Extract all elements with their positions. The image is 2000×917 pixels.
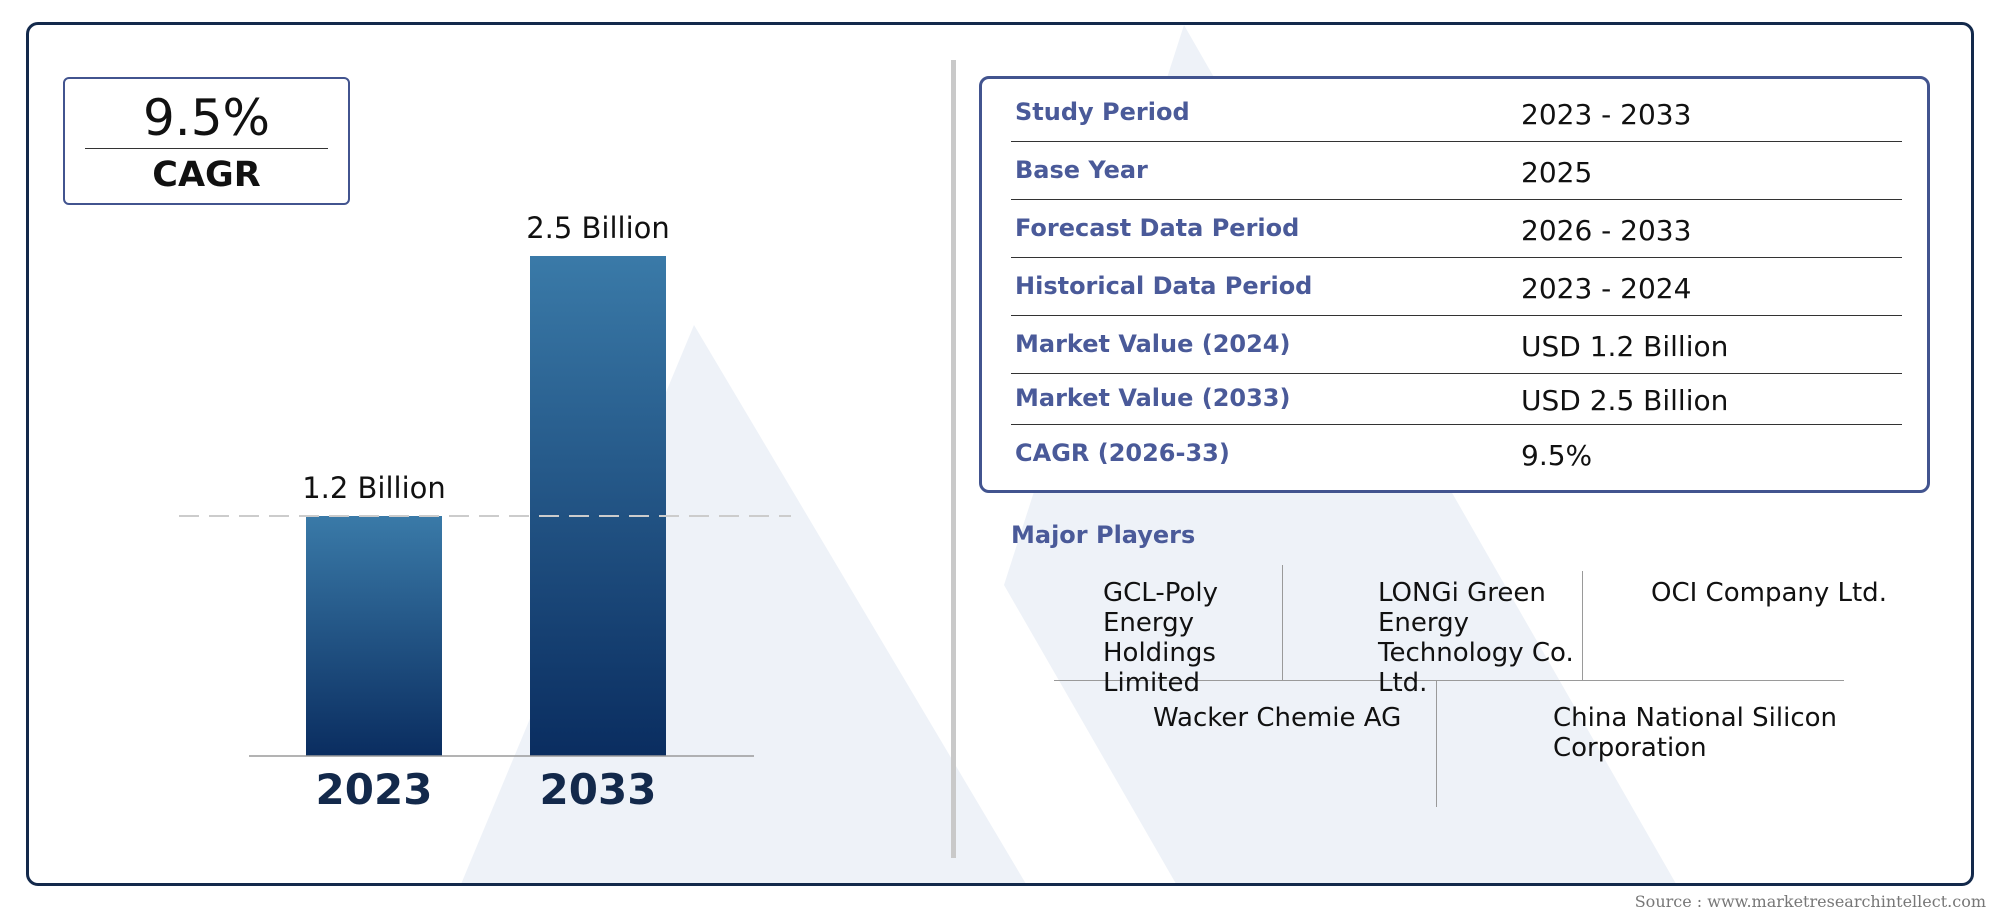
row-label: Historical Data Period <box>1015 272 1313 300</box>
summary-row: CAGR (2026-33) 9.5% <box>1011 425 1902 483</box>
bar-chart: 1.2 Billion 2023 2.5 Billion 2033 <box>179 211 791 814</box>
summary-row: Base Year 2025 <box>1011 142 1902 200</box>
infographic-frame: 9.5% CAGR 1.2 Billion 2023 2.5 Billion 2033… <box>26 22 1974 886</box>
summary-row: Market Value (2033) USD 2.5 Billion <box>1011 374 1902 425</box>
player-name: Wacker Chemie AG <box>1153 703 1402 733</box>
player-name: LONGi Green Energy Technology Co. Ltd. <box>1378 578 1574 698</box>
row-label: Study Period <box>1015 98 1190 126</box>
summary-row: Historical Data Period 2023 - 2024 <box>1011 258 1902 316</box>
player-divider <box>1436 681 1437 807</box>
player-name: OCI Company Ltd. <box>1651 578 1887 608</box>
player-name: China National Silicon Corporation <box>1553 703 1837 763</box>
bar <box>530 256 666 756</box>
cagr-value: 9.5% <box>142 89 271 147</box>
panel-divider <box>951 60 956 858</box>
row-value: 2023 - 2033 <box>1521 98 1692 131</box>
row-value: USD 2.5 Billion <box>1521 384 1729 417</box>
row-value: 2025 <box>1521 156 1593 189</box>
row-label: Market Value (2033) <box>1015 384 1291 412</box>
summary-row: Forecast Data Period 2026 - 2033 <box>1011 200 1902 258</box>
bar-value-label: 2.5 Billion <box>526 211 670 245</box>
row-value: USD 1.2 Billion <box>1521 330 1729 363</box>
category-label: 2033 <box>540 765 657 814</box>
summary-row: Study Period 2023 - 2033 <box>1011 84 1902 142</box>
row-value: 2026 - 2033 <box>1521 214 1692 247</box>
major-players-title: Major Players <box>1011 521 1196 549</box>
source-note: Source : www.marketresearchintellect.com <box>1634 892 1986 911</box>
player-name: GCL-Poly Energy Holdings Limited <box>1103 578 1218 698</box>
cagr-box: 9.5% CAGR <box>63 77 350 205</box>
cagr-divider <box>85 148 328 149</box>
row-label: Forecast Data Period <box>1015 214 1300 242</box>
row-value: 9.5% <box>1521 439 1593 472</box>
row-value: 2023 - 2024 <box>1521 272 1692 305</box>
cagr-label: CAGR <box>152 155 261 195</box>
bar-value-label: 1.2 Billion <box>302 471 446 505</box>
row-label: Market Value (2024) <box>1015 330 1291 358</box>
summary-row: Market Value (2024) USD 1.2 Billion <box>1011 316 1902 374</box>
category-label: 2023 <box>316 765 433 814</box>
player-divider <box>1282 565 1283 680</box>
summary-table: Study Period 2023 - 2033 Base Year 2025 … <box>979 76 1930 493</box>
player-divider <box>1054 680 1844 681</box>
bar <box>306 516 442 756</box>
row-label: Base Year <box>1015 156 1148 184</box>
player-divider <box>1582 571 1583 680</box>
row-label: CAGR (2026-33) <box>1015 439 1230 467</box>
